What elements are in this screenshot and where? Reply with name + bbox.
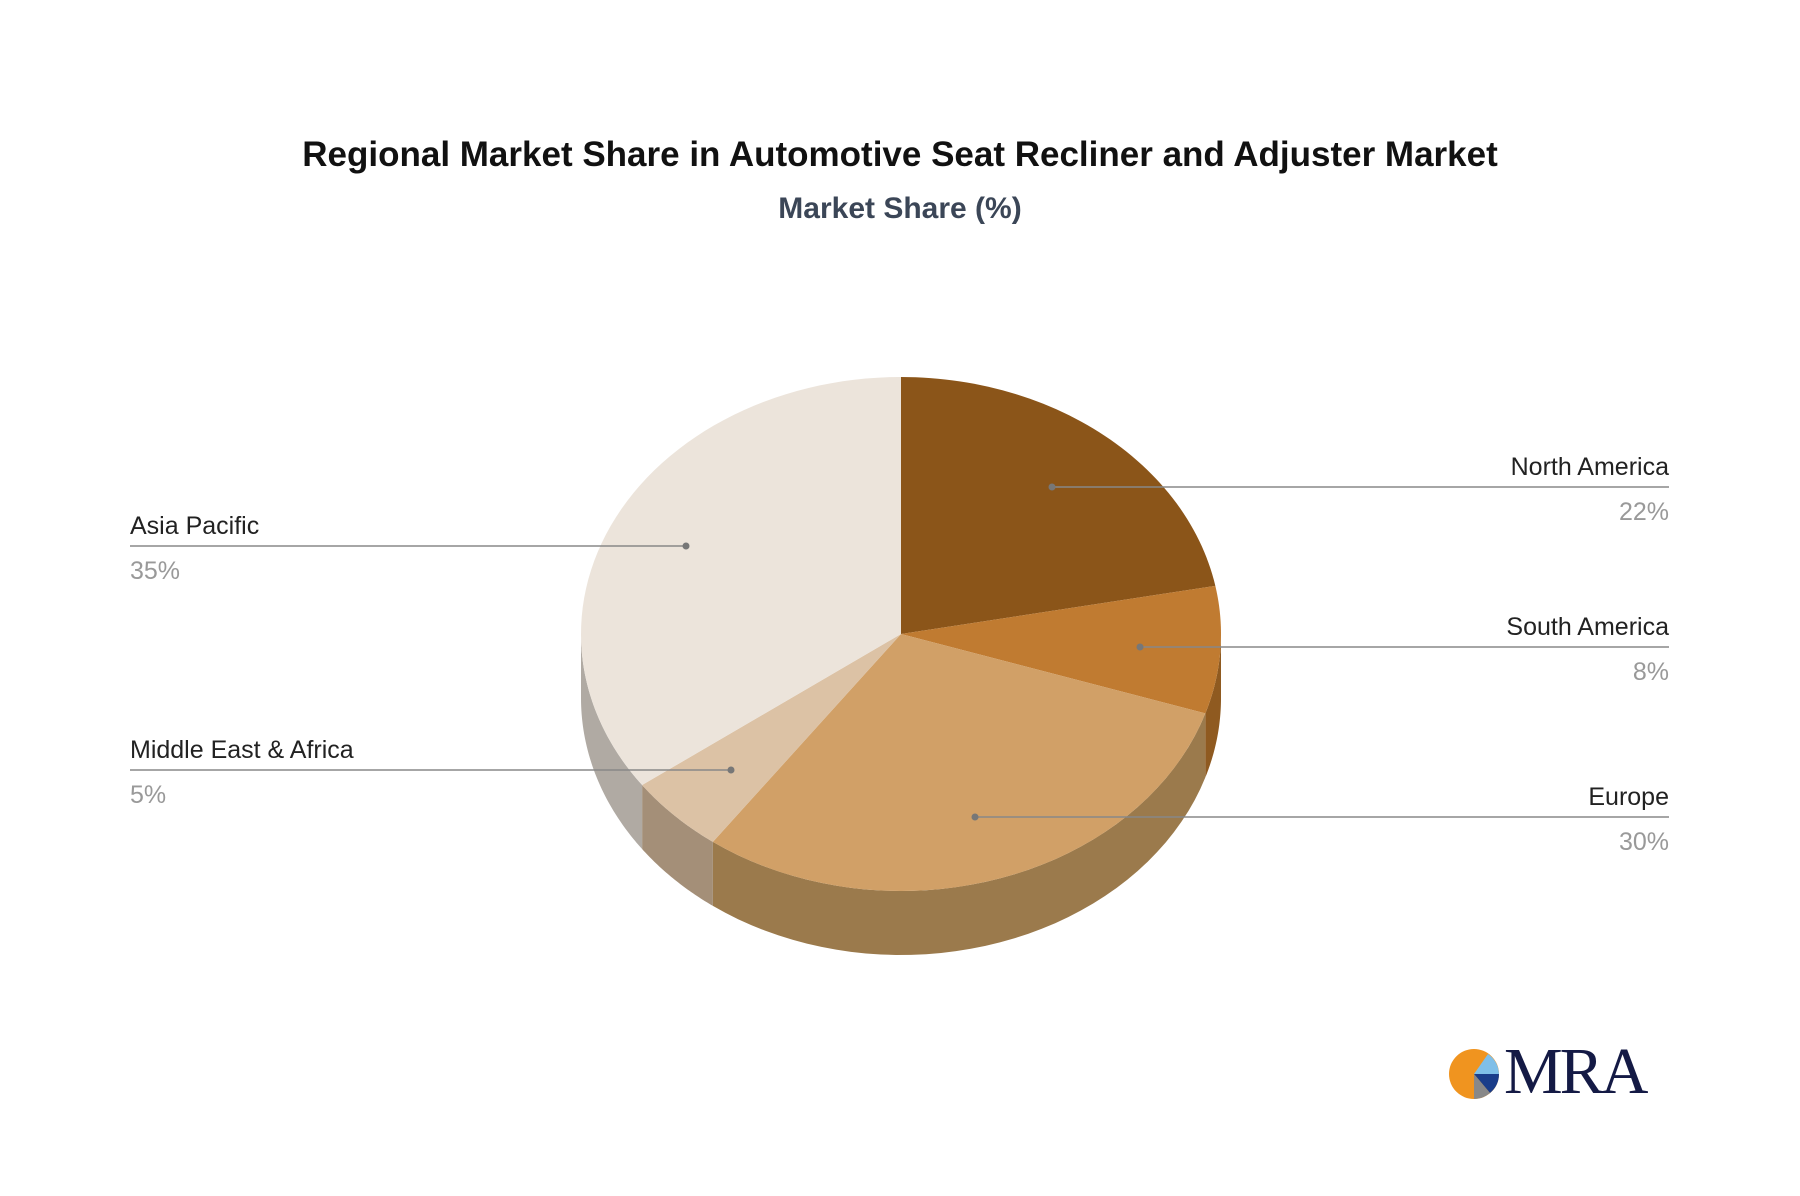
chart-title: Regional Market Share in Automotive Seat… [302,135,1498,174]
slice-percent: 22% [1619,498,1669,526]
leader-dot [1136,643,1144,651]
pie-slice-middle-east-africa [642,634,901,842]
slice-label: Asia Pacific [130,512,259,540]
pie-side-asia-pacific [581,634,643,850]
pie-slice-south-america [901,585,1221,714]
slice-percent: 35% [130,557,180,585]
pie-side-europe [712,713,1206,955]
mra-logo: MRA [1448,1035,1648,1108]
pie-slice-north-america [901,377,1216,634]
slice-percent: 8% [1633,658,1669,686]
chart-subtitle: Market Share (%) [778,192,1022,225]
slice-label: South America [1506,613,1669,641]
slice-label: Europe [1588,783,1669,811]
leader-dot [682,542,690,550]
slice-label: North America [1511,453,1669,481]
pie-slice-asia-pacific [581,377,901,786]
leader-dot [727,766,735,774]
slice-percent: 5% [130,781,166,809]
slice-label: Middle East & Africa [130,736,354,764]
slice-percent: 30% [1619,828,1669,856]
pie-side-south-america [1205,634,1221,778]
logo-text: MRA [1504,1035,1648,1108]
leader-dot [971,813,979,821]
pie-side-middle-east-africa [642,785,713,906]
pie-slice-europe [712,634,1206,891]
leader-dot [1048,483,1056,491]
logo-pie-icon [1449,1049,1499,1099]
